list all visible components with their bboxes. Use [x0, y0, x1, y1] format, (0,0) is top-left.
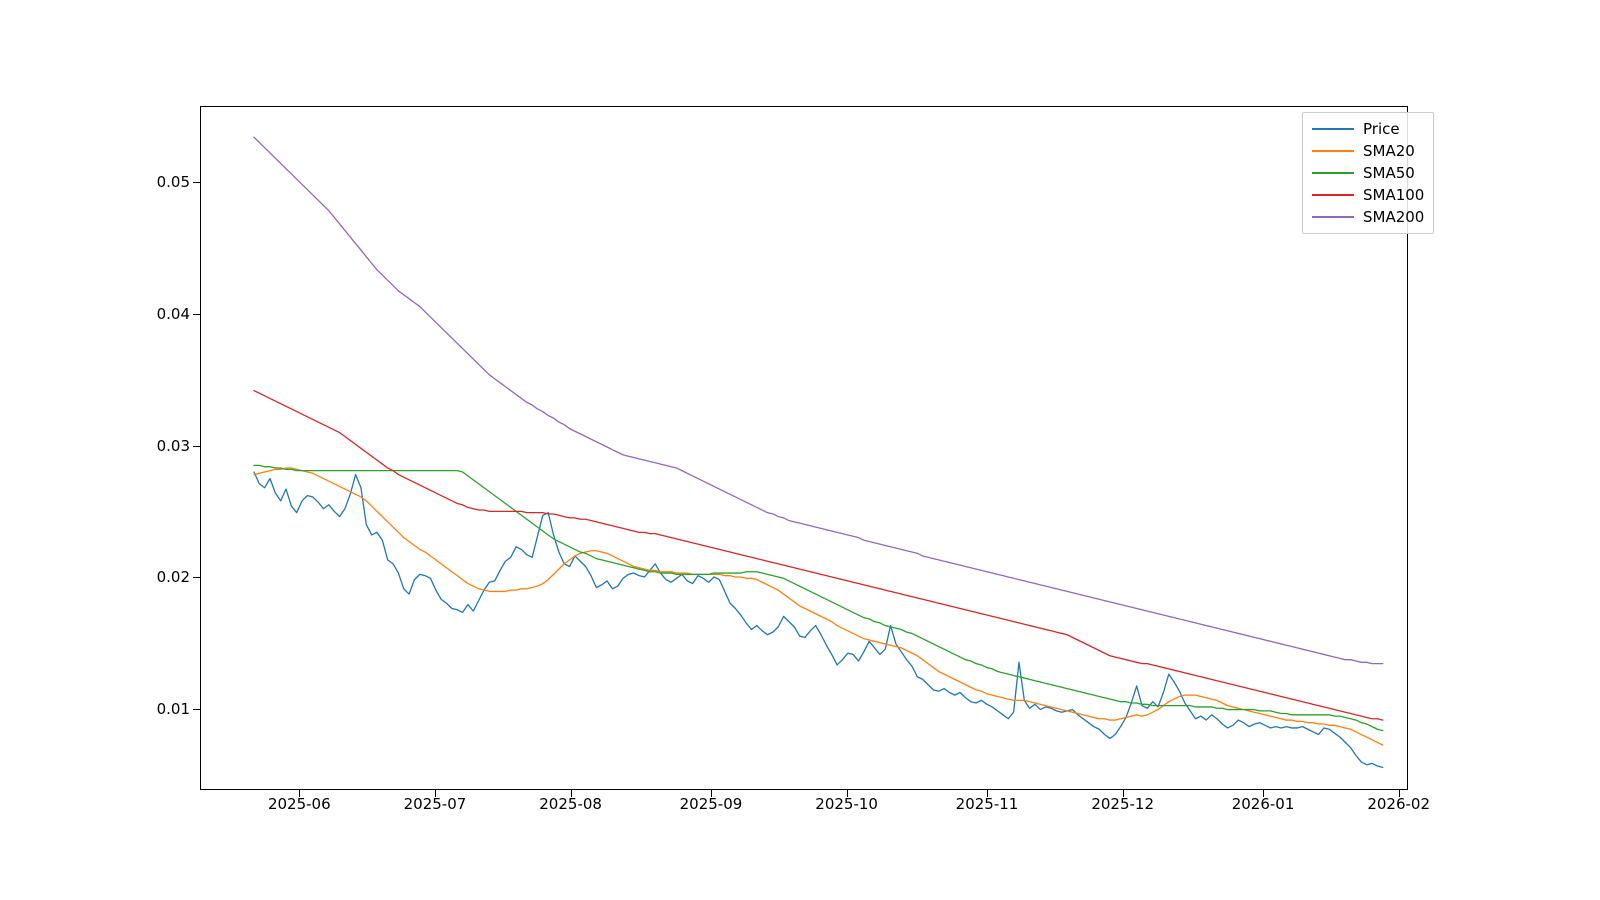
- x-axis-tick-mark: [710, 790, 712, 797]
- legend-item-label: SMA20: [1363, 142, 1415, 160]
- y-axis-tick-labels: 0.01 0.02 0.03 0.04 0.05: [110, 0, 190, 900]
- series-line-sma200: [253, 136, 1384, 665]
- series-line-sma50: [253, 464, 1384, 732]
- legend-item-sma50[interactable]: SMA50: [1312, 164, 1424, 182]
- x-axis-tick-mark: [1122, 790, 1124, 797]
- line-chart-svg: [253, 136, 1384, 768]
- legend-item-label: SMA200: [1363, 208, 1425, 226]
- y-axis-tick-mark: [193, 182, 200, 184]
- legend-item-sma100[interactable]: SMA100: [1312, 186, 1424, 204]
- legend-color-swatch: [1312, 216, 1354, 218]
- x-axis-tick-label: 2025-06: [267, 795, 331, 813]
- x-axis-tick-mark: [987, 790, 988, 797]
- x-axis-tick-label: 2025-09: [679, 795, 743, 813]
- x-axis-tick-label: 2026-01: [1231, 795, 1295, 813]
- y-axis-tick-label: 0.02: [156, 568, 190, 587]
- x-axis-tick-mark: [434, 790, 436, 797]
- series-line-sma20: [253, 467, 1384, 746]
- x-axis-tick-label: 2025-12: [1091, 795, 1154, 813]
- y-axis-tick-label: 0.04: [156, 305, 190, 324]
- y-axis-tick-label: 0.01: [156, 700, 190, 719]
- y-axis-tick-mark: [193, 709, 200, 711]
- legend-item-sma20[interactable]: SMA20: [1312, 142, 1424, 160]
- y-axis-tick-label: 0.03: [156, 436, 190, 455]
- legend-item-label: SMA100: [1363, 186, 1425, 204]
- series-line-price: [253, 471, 1384, 768]
- y-axis-tick-mark: [193, 445, 200, 447]
- x-axis-tick-mark: [846, 790, 848, 797]
- x-axis-tick-mark: [299, 790, 301, 797]
- x-axis-tick-label: 2026-02: [1367, 795, 1431, 813]
- x-axis-tick-label: 2025-10: [815, 795, 878, 813]
- x-axis-tick-mark: [1398, 790, 1400, 797]
- x-axis-tick-mark: [1263, 790, 1265, 797]
- x-axis-tick-label: 2025-07: [403, 795, 467, 813]
- x-axis-tick-mark: [570, 790, 572, 797]
- legend-color-swatch: [1312, 150, 1354, 152]
- legend-color-swatch: [1312, 172, 1354, 174]
- x-axis-tick-label: 2025-11: [955, 795, 1019, 813]
- legend-item-label: SMA50: [1363, 164, 1415, 182]
- series-line-sma100: [253, 389, 1384, 721]
- x-axis-tick-label: 2025-08: [539, 795, 602, 813]
- y-axis-tick-label: 0.05: [156, 173, 190, 192]
- legend-item-sma200[interactable]: SMA200: [1312, 208, 1424, 226]
- chart-legend: Price SMA20 SMA50 SMA100 SMA200: [1302, 112, 1435, 234]
- y-axis-tick-mark: [193, 314, 200, 316]
- legend-color-swatch: [1312, 128, 1354, 130]
- plot-area: [200, 106, 1408, 790]
- legend-item-price[interactable]: Price: [1312, 120, 1424, 138]
- legend-color-swatch: [1312, 194, 1354, 196]
- y-axis-tick-mark: [193, 577, 200, 579]
- legend-item-label: Price: [1363, 120, 1400, 138]
